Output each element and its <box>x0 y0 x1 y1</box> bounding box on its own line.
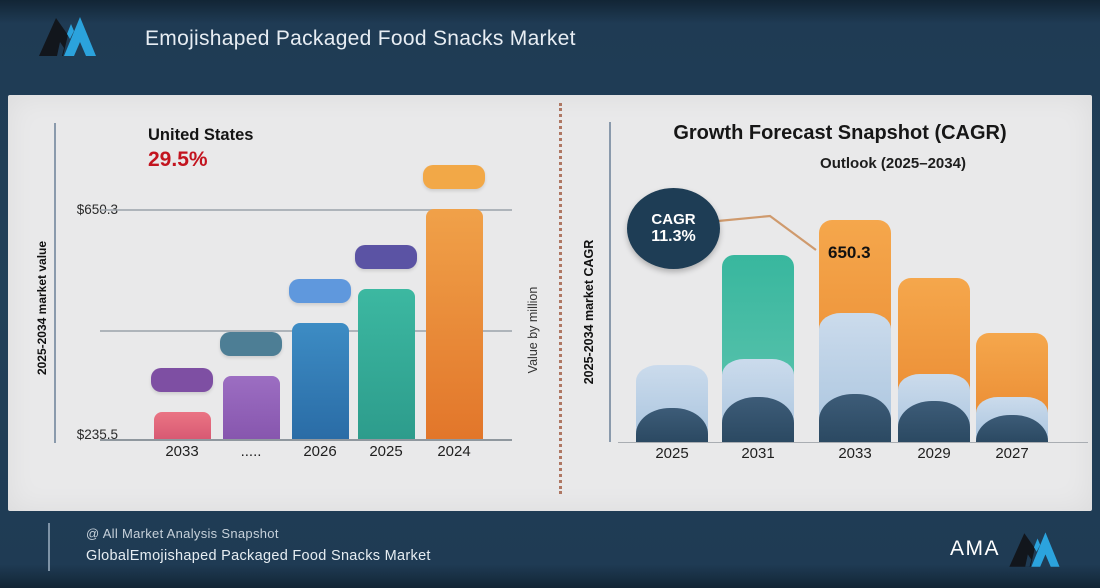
right-x-tick-2033: 2033 <box>838 445 872 462</box>
bar-2026 <box>291 323 349 439</box>
floating-cap-2025 <box>355 245 417 269</box>
bar-..... <box>222 376 280 439</box>
bar-2033 <box>153 412 211 439</box>
footer-report-line: GlobalEmojishaped Packaged Food Snacks M… <box>86 548 431 564</box>
segment-2029-navy <box>898 401 970 442</box>
floating-cap-2024 <box>423 165 485 189</box>
left-x-tick-2024: 2024 <box>437 443 471 460</box>
segment-2031-navy <box>722 397 794 442</box>
floating-cap-2033 <box>151 368 213 392</box>
right-y-axis-label: 2025-2034 market CAGR <box>582 239 596 385</box>
right-x-tick-2029: 2029 <box>917 445 951 462</box>
gridline-650 <box>100 209 512 211</box>
footer-divider <box>48 523 50 571</box>
right-x-tick-2031: 2031 <box>741 445 775 462</box>
left-y-tick-235: $235.5 <box>76 427 118 442</box>
right-chart-subtitle: Outlook (2025–2034) <box>820 155 966 172</box>
cagr-badge-value: 11.3% <box>651 228 696 245</box>
ama-logo-icon <box>39 17 96 56</box>
left-y-tick-650: $650.3 <box>76 202 118 217</box>
floating-cap-..... <box>220 332 282 356</box>
left-y-axis-label: 2025-2034 market value <box>35 240 49 376</box>
bar-2025 <box>357 289 415 439</box>
bar-2024 <box>425 209 483 439</box>
right-chart-plot-area <box>618 160 1088 443</box>
page-title: Emojishaped Packaged Food Snacks Market <box>145 27 576 50</box>
right-x-tick-2027: 2027 <box>995 445 1029 462</box>
ama-logo-icon <box>1009 532 1060 567</box>
footer-brand-text: AMA <box>950 537 1001 560</box>
left-x-tick-2033: 2033 <box>165 443 199 460</box>
right-x-tick-2025: 2025 <box>655 445 689 462</box>
panel-divider <box>559 103 562 494</box>
segment-2033-navy <box>819 394 891 442</box>
left-secondary-y-axis-label: Value by million <box>526 286 540 374</box>
right-y-axis-line <box>609 122 611 442</box>
cagr-badge: CAGR 11.3% <box>627 188 720 269</box>
cagr-badge-label: CAGR <box>651 211 696 228</box>
left-y-axis-line <box>54 123 56 443</box>
footer-source-line: @ All Market Analysis Snapshot <box>86 526 279 541</box>
bar-data-label-650: 650.3 <box>828 243 871 262</box>
floating-cap-2026 <box>289 279 351 303</box>
left-chart-plot-area <box>100 160 512 441</box>
left-chart-highlight-value: 29.5% <box>148 148 208 171</box>
left-x-tick-2026: 2026 <box>303 443 337 460</box>
left-x-tick-.....: ..... <box>240 443 262 460</box>
left-x-tick-2025: 2025 <box>369 443 403 460</box>
left-chart-title: United States <box>148 126 254 144</box>
right-chart-title: Growth Forecast Snapshot (CAGR) <box>673 122 1007 144</box>
segment-2025-navy <box>636 408 708 442</box>
